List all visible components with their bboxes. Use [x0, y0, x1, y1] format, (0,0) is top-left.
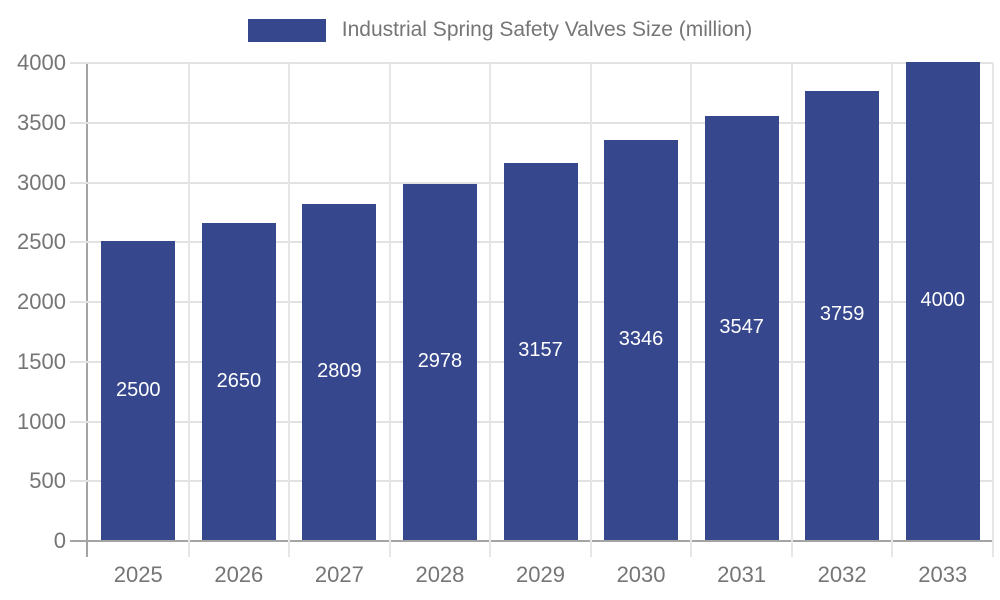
bar: 2650: [201, 223, 276, 540]
y-axis-line: [86, 63, 88, 557]
x-axis-category-label: 2027: [314, 562, 364, 587]
bar: 2978: [402, 184, 477, 540]
legend: Industrial Spring Safety Valves Size (mi…: [0, 18, 1000, 42]
gridline-v: [690, 63, 693, 557]
bar-value-label: 2650: [216, 369, 262, 392]
gridline-v: [891, 63, 894, 557]
y-axis-tick-label: 1000: [17, 408, 66, 434]
x-axis-category-label: 2025: [113, 562, 163, 587]
bar: 3547: [704, 116, 779, 540]
bar-value-label: 3346: [618, 328, 664, 351]
bar-value-label: 2978: [417, 350, 463, 373]
bar: 3759: [805, 90, 880, 540]
x-axis-category-label: 2026: [214, 562, 264, 587]
y-axis-tick-label: 1500: [17, 348, 66, 374]
gridline-h: [70, 121, 993, 124]
bar-value-label: 3759: [819, 303, 865, 326]
bar: 2809: [302, 204, 377, 540]
y-axis-tick-label: 4000: [17, 50, 66, 75]
y-axis-tick-label: 3500: [17, 109, 66, 135]
x-axis-category-label: 2028: [415, 562, 465, 587]
bar: 2500: [101, 241, 176, 540]
y-axis-tick-label: 2000: [17, 289, 66, 314]
bar: 3346: [604, 140, 679, 540]
bar-value-label: 2500: [116, 378, 161, 401]
legend-label: Industrial Spring Safety Valves Size (mi…: [341, 18, 753, 41]
x-axis-category-label: 2032: [817, 562, 867, 587]
x-axis-category-label: 2033: [918, 562, 968, 587]
gridline-v: [992, 63, 994, 557]
y-axis-tick-label: 500: [29, 468, 66, 494]
gridline-v: [589, 63, 592, 557]
bar-value-label: 3157: [518, 339, 563, 362]
gridline-v: [489, 63, 492, 557]
legend-swatch: [247, 18, 326, 42]
gridline-v: [288, 63, 291, 557]
gridline-v: [388, 63, 391, 557]
bar-value-label: 4000: [920, 289, 965, 311]
x-axis-category-label: 2029: [516, 562, 565, 587]
x-axis-category-label: 2031: [717, 562, 767, 587]
bar-value-label: 3547: [719, 316, 764, 339]
gridline-v: [187, 63, 190, 557]
y-axis-tick-label: 3000: [17, 169, 66, 195]
gridline-v: [790, 63, 793, 557]
gridline-h: [70, 62, 993, 64]
x-axis-category-label: 2030: [616, 562, 666, 587]
x-axis-line: [70, 540, 993, 542]
bar: 4000: [905, 62, 980, 540]
plot-area: 0 500 1000 1500 2000 2500 3000 3500 4000 2500 2650…: [17, 50, 994, 587]
y-axis-tick-label: 2500: [17, 229, 66, 255]
bar: 3157: [503, 162, 578, 540]
y-axis-tick-label: 0: [53, 528, 66, 553]
bar-value-label: 2809: [317, 360, 362, 383]
